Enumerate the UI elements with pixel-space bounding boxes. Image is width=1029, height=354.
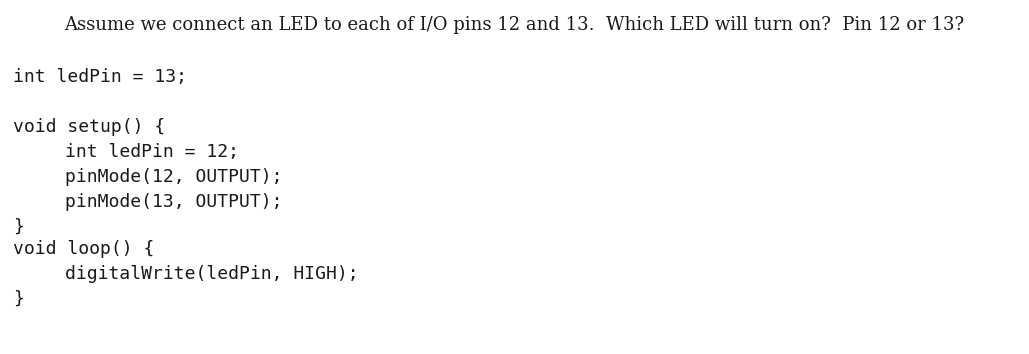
Text: int ledPin = 13;: int ledPin = 13; — [13, 68, 187, 86]
Text: Assume we connect an LED to each of I/O pins 12 and 13.  Which LED will turn on?: Assume we connect an LED to each of I/O … — [65, 16, 964, 34]
Text: pinMode(13, OUTPUT);: pinMode(13, OUTPUT); — [65, 193, 283, 211]
Text: void setup() {: void setup() { — [13, 118, 166, 136]
Text: void loop() {: void loop() { — [13, 240, 154, 258]
Text: }: } — [13, 218, 24, 236]
Text: }: } — [13, 290, 24, 308]
Text: int ledPin = 12;: int ledPin = 12; — [65, 143, 239, 161]
Text: digitalWrite(ledPin, HIGH);: digitalWrite(ledPin, HIGH); — [65, 265, 359, 283]
Text: pinMode(12, OUTPUT);: pinMode(12, OUTPUT); — [65, 168, 283, 186]
